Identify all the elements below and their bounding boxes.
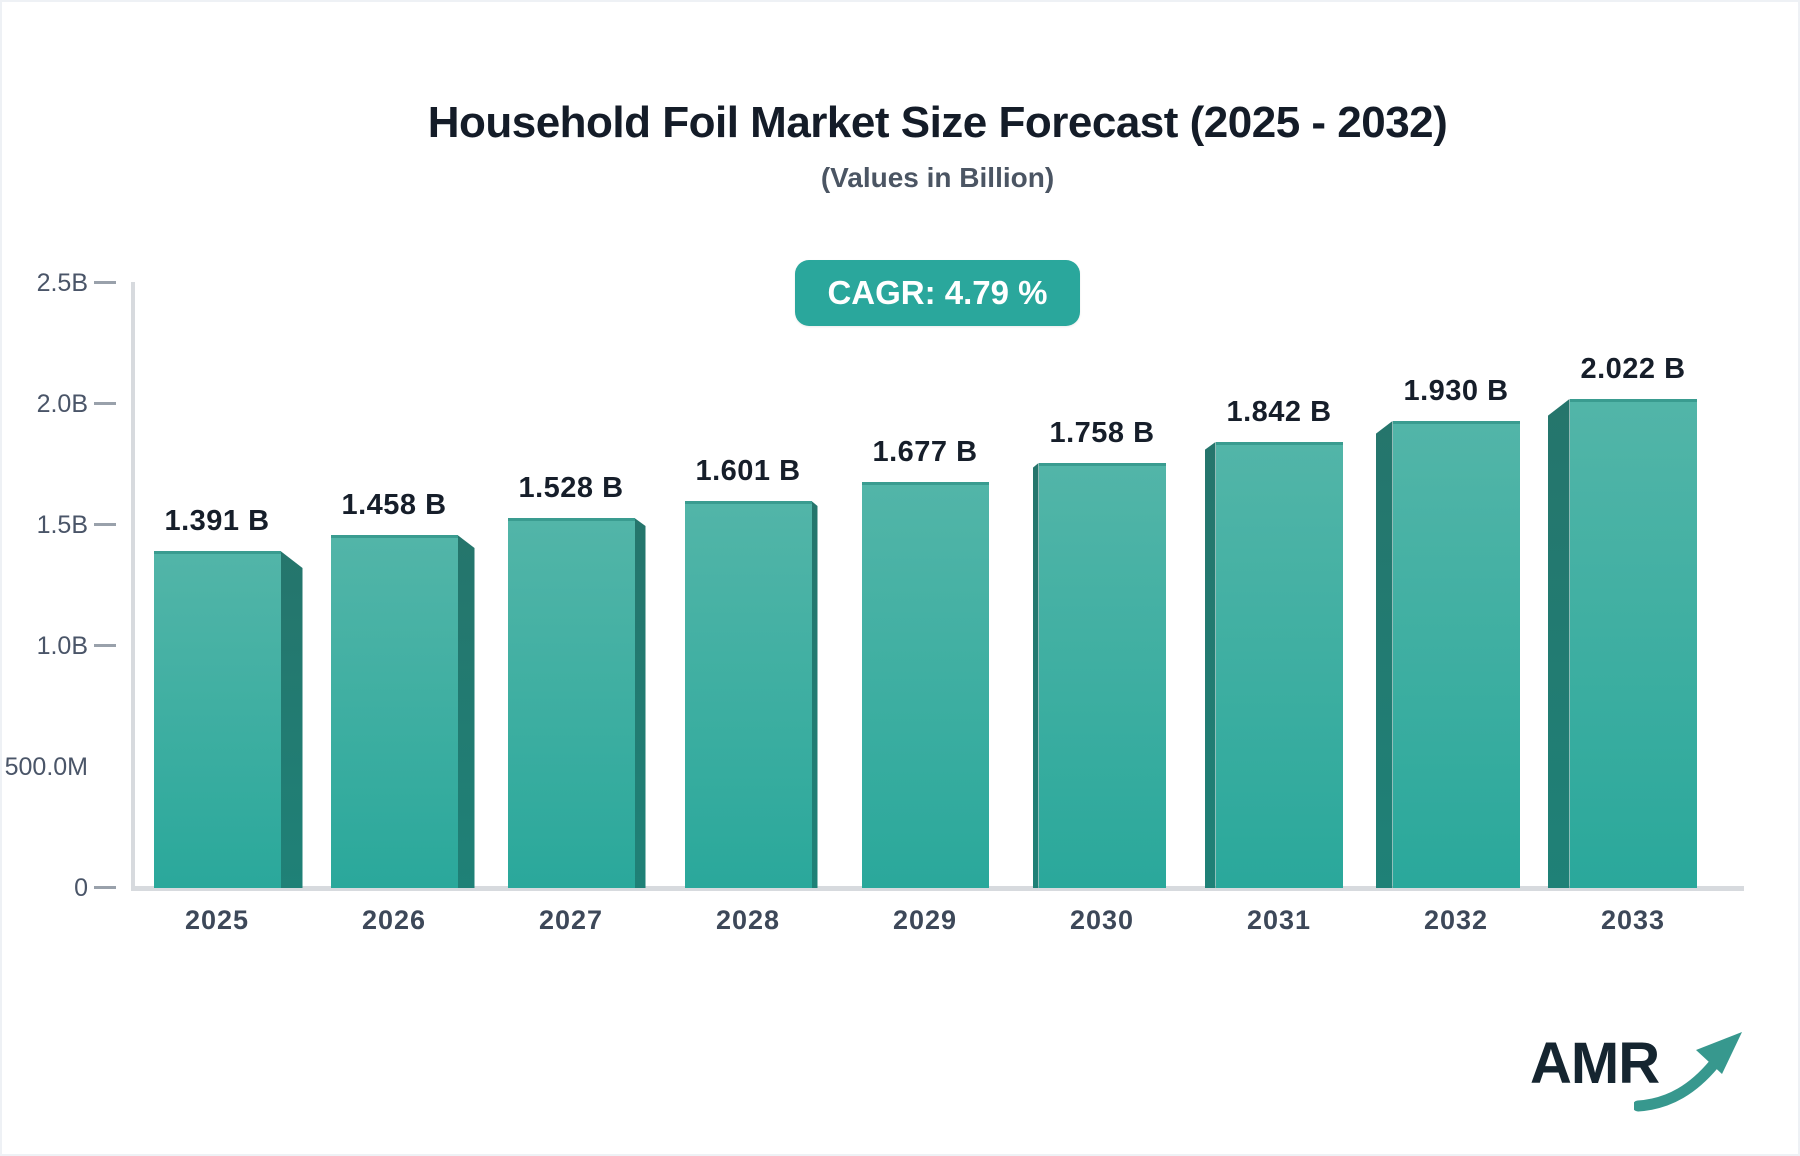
- y-axis-label: 1.5B: [36, 511, 88, 539]
- bar-2027: [507, 518, 635, 888]
- bar-3d-side: [1032, 463, 1039, 888]
- bar-2025: [153, 551, 281, 888]
- bar-3d-side: [1547, 399, 1570, 888]
- y-axis-tick: [94, 523, 116, 526]
- y-axis-label: 0: [74, 874, 88, 902]
- bar-value-label: 1.842 B: [1226, 396, 1332, 428]
- chart-header: Household Foil Market Size Forecast (202…: [131, 98, 1744, 194]
- bar-2028: [684, 501, 812, 888]
- amr-logo-text: AMR: [1530, 1031, 1660, 1096]
- bar-value-label: 1.528 B: [518, 472, 624, 504]
- x-axis-label: 2026: [361, 905, 427, 935]
- bar-2029: [861, 482, 989, 888]
- bar-2033: [1569, 399, 1697, 888]
- x-axis-label: 2030: [1069, 905, 1135, 935]
- bar-value-label: 1.930 B: [1403, 375, 1509, 407]
- y-axis-tick: [94, 886, 116, 889]
- x-axis-label: 2033: [1600, 905, 1666, 935]
- y-axis-label: 2.5B: [36, 269, 88, 297]
- growth-arrow-icon: [1634, 1032, 1742, 1112]
- bar-3d-side: [811, 501, 818, 888]
- y-axis-label: 2.0B: [36, 390, 88, 418]
- bar-value-label: 1.601 B: [695, 455, 801, 487]
- cagr-badge-row: CAGR: 4.79 %: [131, 260, 1744, 326]
- bar-2030: [1038, 463, 1166, 888]
- x-axis-label: 2029: [892, 905, 958, 935]
- bar-3d-side: [1204, 442, 1216, 888]
- x-axis-label: 2031: [1246, 905, 1312, 935]
- bar-3d-side: [457, 535, 475, 888]
- bar-2026: [330, 535, 458, 888]
- bar-value-label: 1.391 B: [164, 505, 270, 537]
- bar-2031: [1215, 442, 1343, 888]
- x-axis-label: 2027: [538, 905, 604, 935]
- bar-value-label: 2.022 B: [1580, 353, 1686, 385]
- y-axis-tick: [94, 281, 116, 284]
- x-axis-line: [131, 886, 1744, 891]
- x-axis-label: 2028: [715, 905, 781, 935]
- bar-value-label: 1.677 B: [872, 436, 978, 468]
- chart-title: Household Foil Market Size Forecast (202…: [427, 98, 1448, 147]
- bar-value-label: 1.758 B: [1049, 417, 1155, 449]
- amr-logo: AMR: [1530, 1024, 1742, 1124]
- y-axis-tick: [94, 644, 116, 647]
- y-axis-label: 1.0B: [36, 632, 88, 660]
- bar-value-label: 1.458 B: [341, 489, 447, 521]
- chart-subtitle: (Values in Billion): [820, 162, 1055, 193]
- cagr-badge: CAGR: 4.79 %: [795, 260, 1080, 326]
- bar-2032: [1392, 421, 1520, 888]
- x-axis-label: 2025: [184, 905, 250, 935]
- x-axis-label: 2032: [1423, 905, 1489, 935]
- y-axis-tick: [94, 402, 116, 405]
- bar-3d-side: [634, 518, 646, 888]
- y-axis-label: 500.0M: [4, 753, 88, 781]
- bar-3d-side: [280, 551, 303, 888]
- bar-3d-side: [1375, 421, 1393, 888]
- y-axis-line: [131, 282, 135, 891]
